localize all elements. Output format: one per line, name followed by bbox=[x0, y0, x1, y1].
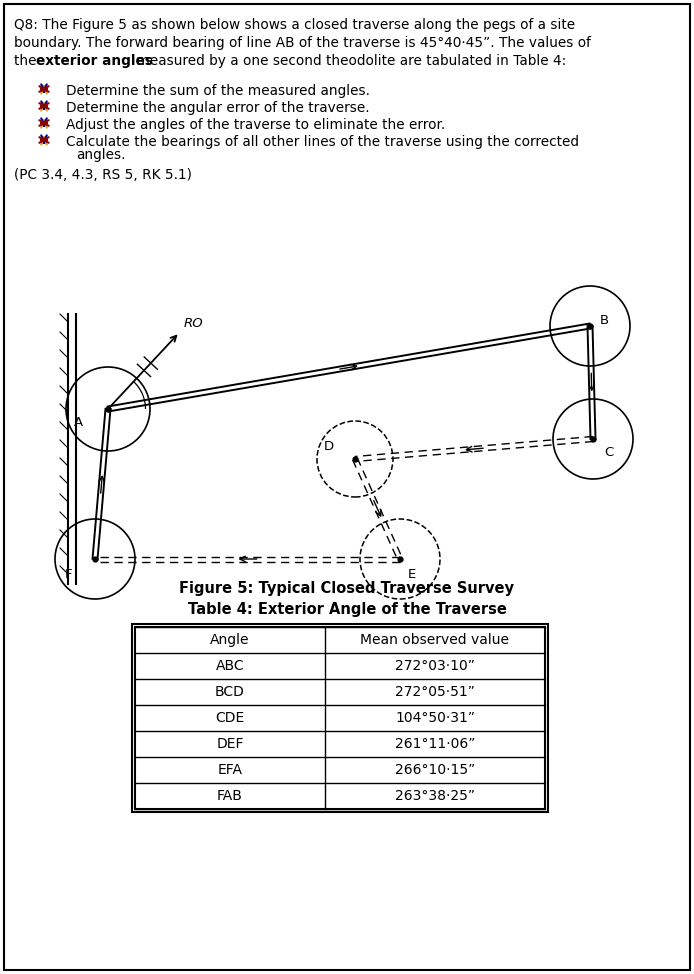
Text: F: F bbox=[65, 569, 73, 581]
Text: 272°03‧10”: 272°03‧10” bbox=[395, 659, 475, 673]
Text: Q8: The Figure 5 as shown below shows a closed traverse along the pegs of a site: Q8: The Figure 5 as shown below shows a … bbox=[14, 18, 575, 32]
Text: boundary. The forward bearing of line AB of the traverse is 45°40‧45”. The value: boundary. The forward bearing of line AB… bbox=[14, 36, 591, 50]
Text: 266°10‧15”: 266°10‧15” bbox=[395, 763, 475, 777]
Text: RO: RO bbox=[184, 318, 203, 330]
Text: EFA: EFA bbox=[217, 763, 242, 777]
Text: 263°38‧25”: 263°38‧25” bbox=[395, 789, 475, 803]
Text: CDE: CDE bbox=[215, 711, 244, 725]
Text: Figure 5: Typical Closed Traverse Survey: Figure 5: Typical Closed Traverse Survey bbox=[180, 581, 514, 596]
Text: A: A bbox=[74, 417, 83, 430]
Text: FAB: FAB bbox=[217, 789, 243, 803]
Text: E: E bbox=[408, 569, 416, 581]
Text: Determine the sum of the measured angles.: Determine the sum of the measured angles… bbox=[66, 84, 370, 98]
Bar bbox=[135, 627, 545, 809]
Text: D: D bbox=[324, 440, 334, 454]
Text: exterior angles: exterior angles bbox=[36, 54, 153, 68]
Text: Calculate the bearings of all other lines of the traverse using the corrected: Calculate the bearings of all other line… bbox=[66, 135, 579, 149]
Text: (PC 3.4, 4.3, RS 5, RK 5.1): (PC 3.4, 4.3, RS 5, RK 5.1) bbox=[14, 168, 192, 182]
Bar bbox=[132, 624, 548, 812]
Text: Table 4: Exterior Angle of the Traverse: Table 4: Exterior Angle of the Traverse bbox=[187, 602, 507, 617]
Text: 261°11‧06”: 261°11‧06” bbox=[395, 737, 475, 751]
Text: C: C bbox=[604, 446, 613, 460]
Text: measured by a one second theodolite are tabulated in Table 4:: measured by a one second theodolite are … bbox=[132, 54, 566, 68]
Text: BCD: BCD bbox=[215, 685, 245, 699]
Text: ABC: ABC bbox=[216, 659, 244, 673]
Text: Adjust the angles of the traverse to eliminate the error.: Adjust the angles of the traverse to eli… bbox=[66, 118, 446, 132]
Text: angles.: angles. bbox=[76, 148, 126, 162]
Text: DEF: DEF bbox=[217, 737, 244, 751]
Text: 104°50‧31”: 104°50‧31” bbox=[395, 711, 475, 725]
Text: Angle: Angle bbox=[210, 633, 250, 647]
Text: Determine the angular error of the traverse.: Determine the angular error of the trave… bbox=[66, 101, 370, 115]
Text: 272°05‧51”: 272°05‧51” bbox=[395, 685, 475, 699]
Text: Mean observed value: Mean observed value bbox=[360, 633, 509, 647]
Text: the: the bbox=[14, 54, 41, 68]
Text: B: B bbox=[600, 314, 609, 326]
